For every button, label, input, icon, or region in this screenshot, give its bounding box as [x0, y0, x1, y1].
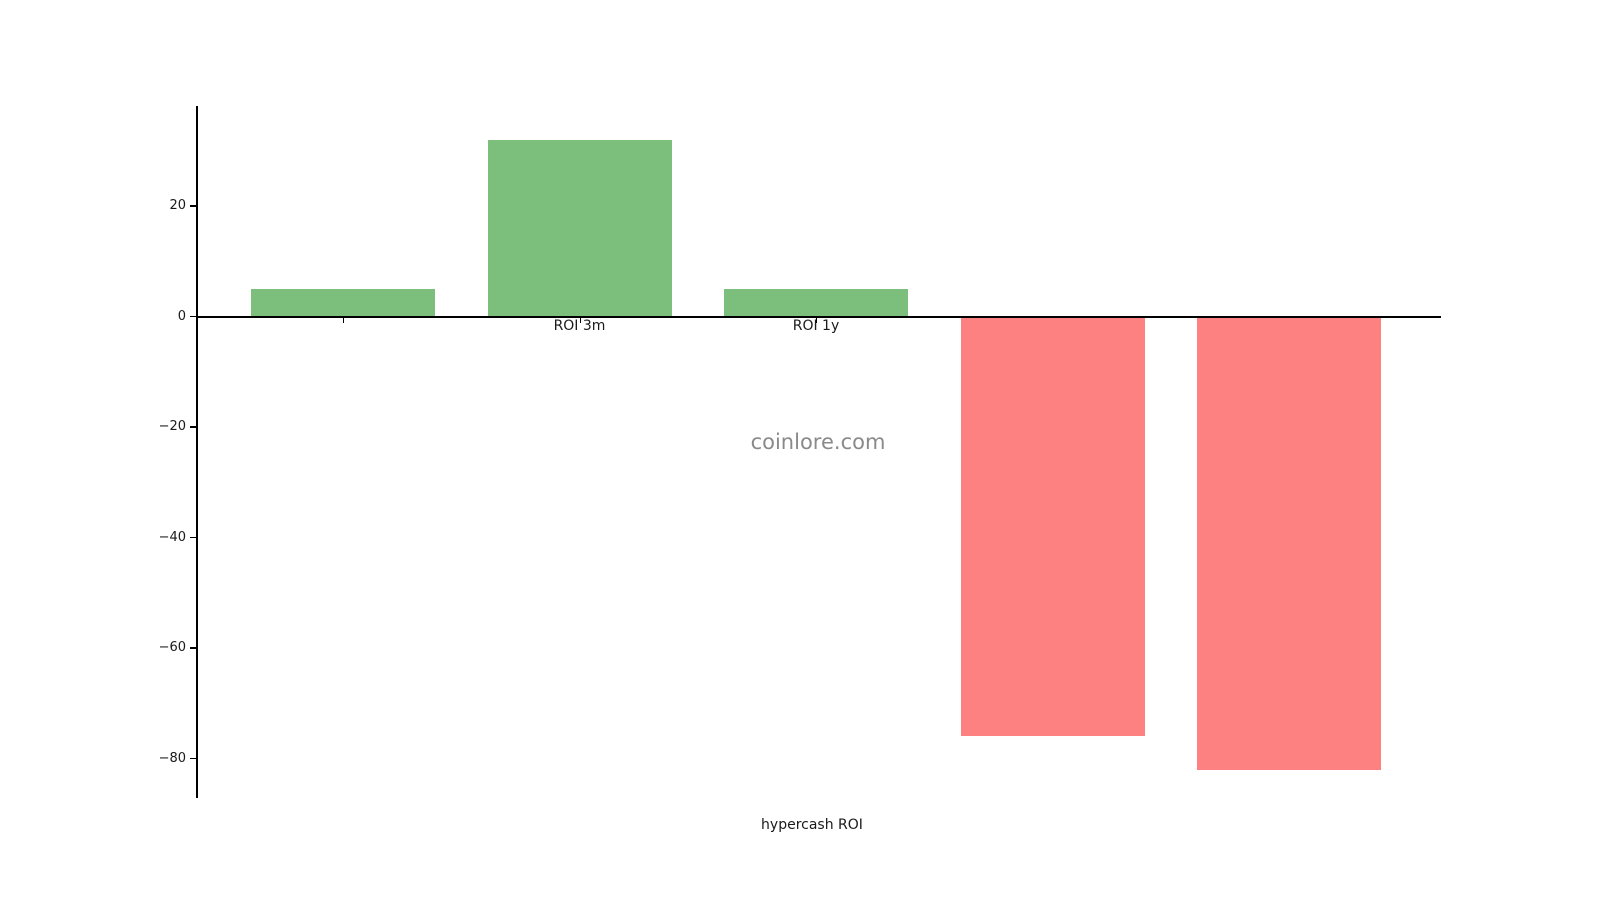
watermark: coinlore.com [750, 430, 886, 454]
x-tick-label: ROI 3m [553, 317, 606, 334]
y-axis-line [196, 106, 198, 798]
y-tick-label: −20 [158, 419, 186, 434]
y-tick-label: 20 [169, 198, 186, 213]
x-tick-label: ROI 1y [792, 317, 840, 334]
bar-roi-3m [487, 139, 672, 317]
y-tick-label: −40 [158, 529, 186, 545]
bar-unlabeled-1 [251, 288, 435, 317]
y-tick-label: −80 [158, 750, 186, 766]
y-tick-label: 0 [177, 308, 186, 324]
y-tick-mark [190, 315, 196, 318]
y-tick-mark [190, 426, 196, 428]
bar-roi-1y [724, 288, 908, 317]
x-tick-mark [579, 316, 581, 323]
y-tick-mark [190, 647, 196, 649]
y-tick-mark [190, 205, 196, 207]
y-tick-mark [190, 536, 196, 539]
x-axis-title: hypercash ROI [761, 817, 863, 833]
y-tick-mark [190, 757, 196, 760]
x-tick-mark [343, 316, 345, 323]
x-axis-line [196, 316, 1441, 318]
bar-unlabeled-4 [960, 316, 1145, 737]
x-tick-mark [816, 316, 818, 323]
y-tick-label: −60 [158, 640, 186, 655]
bar-unlabeled-5 [1197, 316, 1381, 770]
